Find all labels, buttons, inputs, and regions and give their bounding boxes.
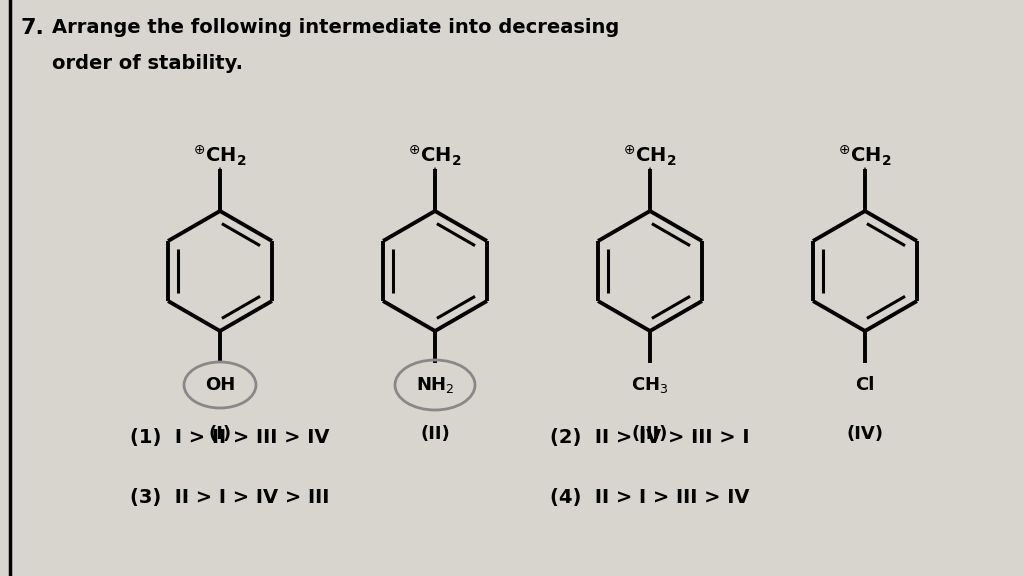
Text: OH: OH xyxy=(205,376,236,394)
Text: (2)  II > IV > III > I: (2) II > IV > III > I xyxy=(550,429,750,448)
Text: $^{\oplus}$$\mathbf{CH_2}$: $^{\oplus}$$\mathbf{CH_2}$ xyxy=(409,144,462,168)
Text: (4)  II > I > III > IV: (4) II > I > III > IV xyxy=(550,488,750,507)
Text: $^{\oplus}$$\mathbf{CH_2}$: $^{\oplus}$$\mathbf{CH_2}$ xyxy=(194,144,247,168)
Text: $^{\oplus}$$\mathbf{CH_2}$: $^{\oplus}$$\mathbf{CH_2}$ xyxy=(839,144,892,168)
Text: 7.: 7. xyxy=(20,18,44,38)
Text: order of stability.: order of stability. xyxy=(52,54,243,73)
Text: (1)  I > II > III > IV: (1) I > II > III > IV xyxy=(130,429,330,448)
Text: Arrange the following intermediate into decreasing: Arrange the following intermediate into … xyxy=(52,18,620,37)
Text: (II): (II) xyxy=(420,425,450,443)
Text: (IV): (IV) xyxy=(847,425,884,443)
Text: NH$_2$: NH$_2$ xyxy=(416,375,455,395)
Text: (3)  II > I > IV > III: (3) II > I > IV > III xyxy=(130,488,330,507)
Text: Cl: Cl xyxy=(855,376,874,394)
Text: $^{\oplus}$$\mathbf{CH_2}$: $^{\oplus}$$\mathbf{CH_2}$ xyxy=(624,144,677,168)
Text: (I): (I) xyxy=(209,425,231,443)
Text: (III): (III) xyxy=(632,425,669,443)
Text: CH$_3$: CH$_3$ xyxy=(632,375,669,395)
